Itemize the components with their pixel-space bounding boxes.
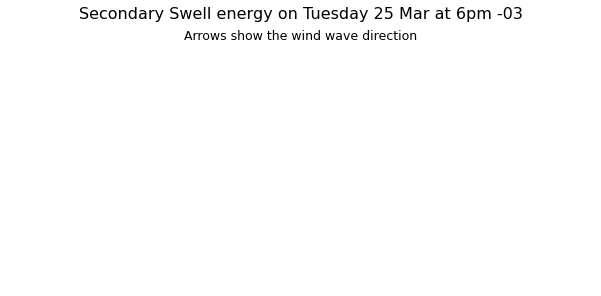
Text: cartopy not available: cartopy not available (213, 163, 388, 180)
Text: Arrows show the wind wave direction: Arrows show the wind wave direction (184, 30, 417, 43)
Text: Secondary Swell energy on Tuesday 25 Mar at 6pm -03: Secondary Swell energy on Tuesday 25 Mar… (79, 7, 522, 22)
